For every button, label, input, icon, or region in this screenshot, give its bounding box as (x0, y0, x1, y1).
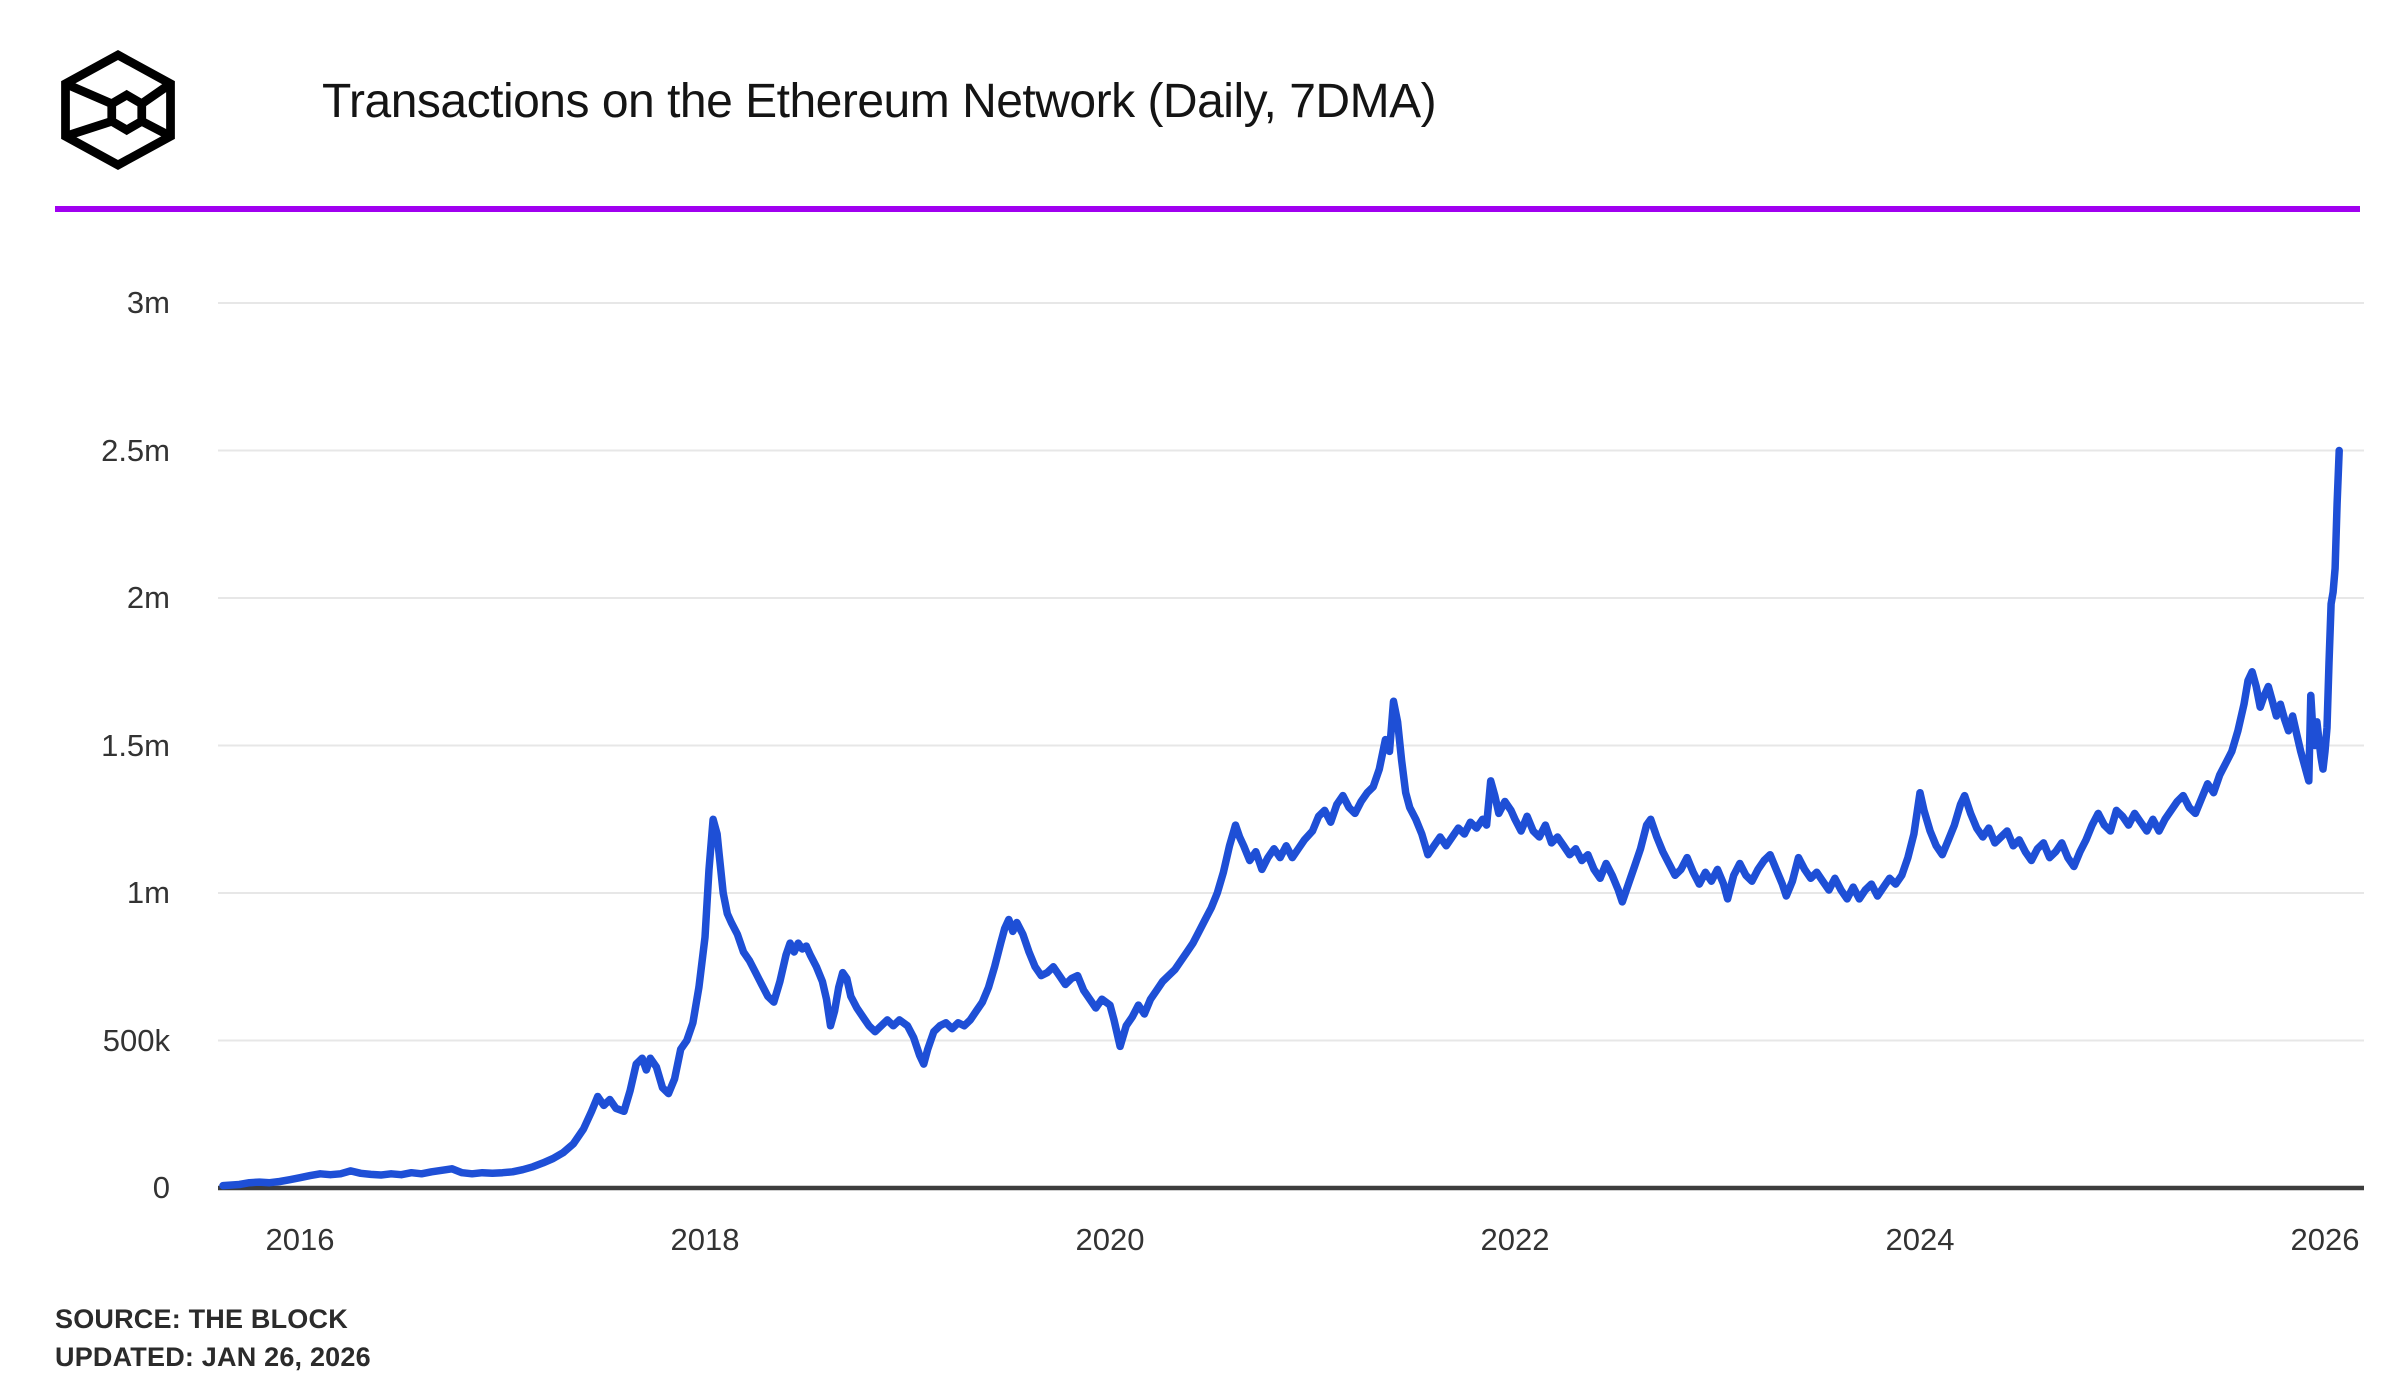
x-tick-label: 2016 (265, 1222, 335, 1257)
x-tick-label: 2018 (670, 1222, 740, 1257)
header-divider (55, 206, 2360, 212)
logo-edge-top-left (63, 79, 114, 108)
x-tick-label: 2024 (1885, 1222, 1955, 1257)
the-block-logo (61, 50, 175, 170)
x-tick-label: 2020 (1075, 1222, 1145, 1257)
transactions-line-series (219, 446, 2343, 1190)
source-block: SOURCE: THE BLOCK UPDATED: JAN 26, 2026 (55, 1300, 371, 1376)
y-tick-label: 1.5m (101, 727, 170, 763)
y-tick-label: 500k (102, 1022, 170, 1058)
page-title: Transactions on the Ethereum Network (Da… (322, 75, 1437, 128)
y-tick-label: 3m (126, 285, 170, 320)
y-tick-label: 2.5m (101, 432, 170, 468)
y-tick-label: 1m (126, 875, 170, 910)
x-tick-label: 2022 (1480, 1222, 1550, 1257)
source-text: SOURCE: THE BLOCK (55, 1304, 348, 1334)
updated-text: UPDATED: JAN 26, 2026 (55, 1342, 371, 1372)
y-tick-label: 2m (126, 580, 170, 615)
logo-edge-bottom-right (139, 117, 173, 141)
x-tick-label: 2026 (2290, 1222, 2360, 1257)
logo-edge-top-right (139, 80, 173, 108)
y-tick-label: 0 (152, 1170, 170, 1205)
logo-edge-bottom-left (64, 117, 114, 141)
